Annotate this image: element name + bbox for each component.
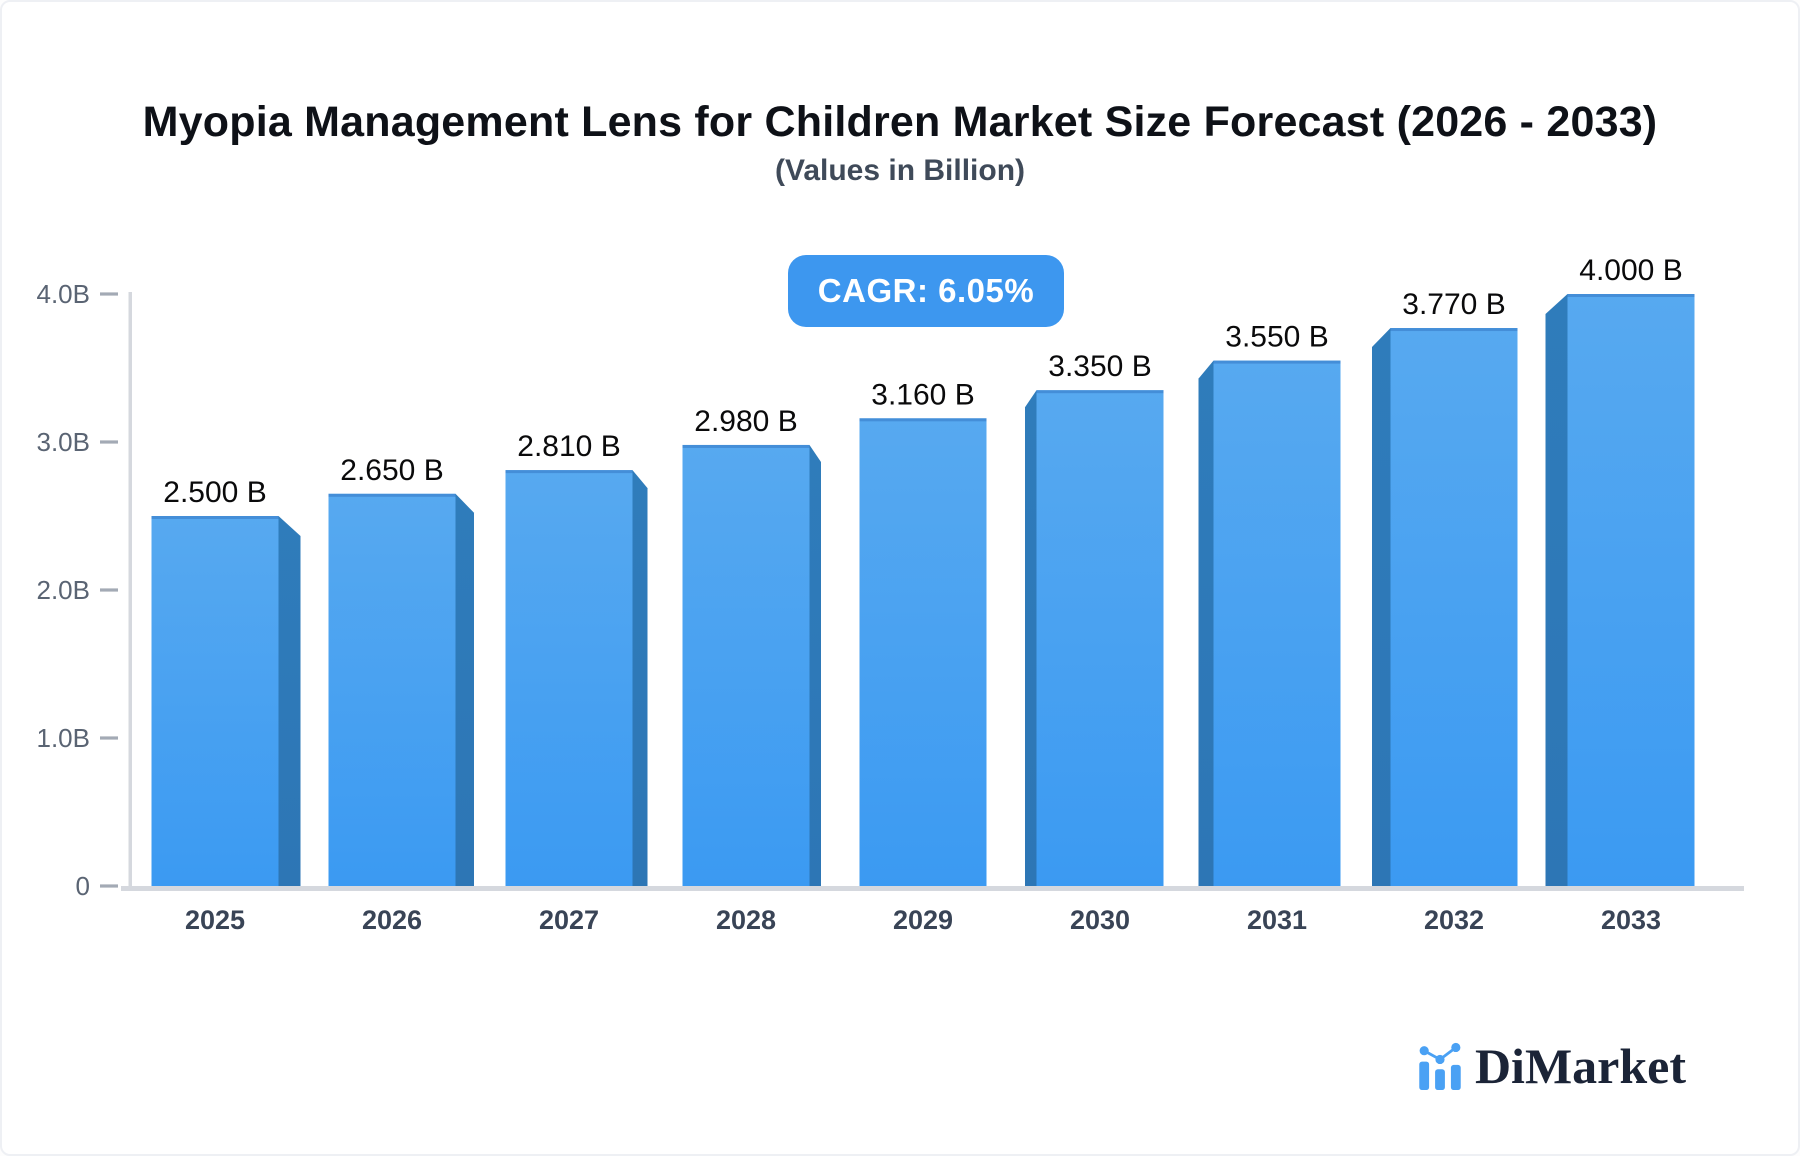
bar-value-label-2027: 2.810 B — [517, 430, 620, 463]
x-axis-label-2033: 2033 — [1601, 905, 1661, 935]
x-axis-label-2026: 2026 — [362, 905, 422, 935]
bar-front-2033[interactable] — [1567, 294, 1695, 886]
y-axis-tick — [100, 588, 118, 592]
bar-side-2026[interactable] — [455, 493, 475, 889]
bar-side-2031[interactable] — [1198, 360, 1214, 890]
bar-value-label-2030: 3.350 B — [1048, 350, 1151, 383]
bar-front-2026[interactable] — [328, 493, 456, 886]
bar-group-2027: 2.810 B 2027 — [505, 430, 648, 935]
bar-top-edge-2027 — [505, 470, 633, 474]
y-axis-line — [128, 292, 132, 886]
bar-top-edge-2028 — [682, 444, 810, 448]
bar-side-2025[interactable] — [278, 516, 301, 889]
y-axis-tick — [100, 440, 118, 444]
bar-top-edge-2030 — [1036, 390, 1164, 394]
x-axis-label-2032: 2032 — [1424, 905, 1484, 935]
bar-value-label-2029: 3.160 B — [871, 378, 974, 411]
bar-front-2032[interactable] — [1390, 328, 1518, 886]
bar-front-2028[interactable] — [682, 444, 810, 886]
bar-front-2029[interactable] — [859, 418, 987, 886]
bar-side-2028[interactable] — [809, 444, 822, 889]
bar-value-label-2025: 2.500 B — [163, 476, 266, 509]
bar-value-label-2028: 2.980 B — [694, 405, 797, 438]
bar-top-edge-2026 — [328, 493, 456, 497]
bar-side-2027[interactable] — [632, 470, 648, 889]
bar-side-2032[interactable] — [1372, 328, 1391, 889]
x-axis-label-2025: 2025 — [185, 905, 245, 935]
y-axis-tick — [100, 292, 118, 296]
x-axis-label-2031: 2031 — [1247, 905, 1307, 935]
bar-top-edge-2032 — [1390, 328, 1518, 332]
bar-group-2029: 3.160 B 2029 — [859, 378, 987, 935]
bar-value-label-2033: 4.000 B — [1579, 254, 1682, 287]
bar-side-2030[interactable] — [1025, 390, 1037, 889]
chart-title: Myopia Management Lens for Children Mark… — [142, 98, 1658, 146]
dimarket-logo-icon — [1419, 1042, 1461, 1090]
bar-value-label-2031: 3.550 B — [1225, 321, 1328, 354]
x-axis-label-2028: 2028 — [716, 905, 776, 935]
dimarket-brand: DiMarket — [1419, 1034, 1686, 1098]
y-axis-label: 3.0B — [37, 427, 91, 457]
bar-top-edge-2029 — [859, 418, 987, 422]
bar-group-2030: 3.350 B 2030 — [1025, 350, 1164, 935]
bar-value-label-2032: 3.770 B — [1402, 288, 1505, 321]
bar-group-2026: 2.650 B 2026 — [328, 454, 475, 935]
x-axis-label-2030: 2030 — [1070, 905, 1130, 935]
x-axis-line — [121, 886, 1744, 891]
y-axis-tick — [100, 736, 118, 740]
bar-top-edge-2033 — [1567, 294, 1695, 297]
bar-front-2031[interactable] — [1213, 360, 1341, 887]
chart-subtitle: (Values in Billion) — [774, 154, 1026, 187]
y-axis-label: 1.0B — [37, 723, 91, 753]
bar-top-edge-2025 — [151, 516, 279, 519]
bar-group-2028: 2.980 B 2028 — [682, 405, 822, 935]
y-axis-tick — [100, 884, 118, 888]
cagr-badge: CAGR: 6.05% — [788, 255, 1064, 327]
dimarket-logo-text: DiMarket — [1474, 1038, 1686, 1094]
x-axis-label-2027: 2027 — [539, 905, 599, 935]
y-axis-label: 4.0B — [37, 279, 91, 309]
y-axis-label: 0 — [76, 871, 90, 901]
bar-front-2030[interactable] — [1036, 390, 1164, 886]
bar-top-edge-2031 — [1213, 360, 1341, 364]
bar-side-2033[interactable] — [1545, 294, 1568, 889]
x-axis-label-2029: 2029 — [893, 905, 953, 935]
bar-value-label-2026: 2.650 B — [340, 454, 443, 487]
y-axis-label: 2.0B — [37, 575, 91, 605]
bar-group-2031: 3.550 B 2031 — [1198, 321, 1341, 935]
bar-front-2027[interactable] — [505, 470, 633, 886]
bar-group-2032: 3.770 B 2032 — [1372, 288, 1518, 935]
bar-front-2025[interactable] — [151, 516, 279, 886]
bar-group-2033: 4.000 B 2033 — [1545, 254, 1695, 935]
bar-group-2025: 2.500 B 2025 — [151, 476, 301, 935]
